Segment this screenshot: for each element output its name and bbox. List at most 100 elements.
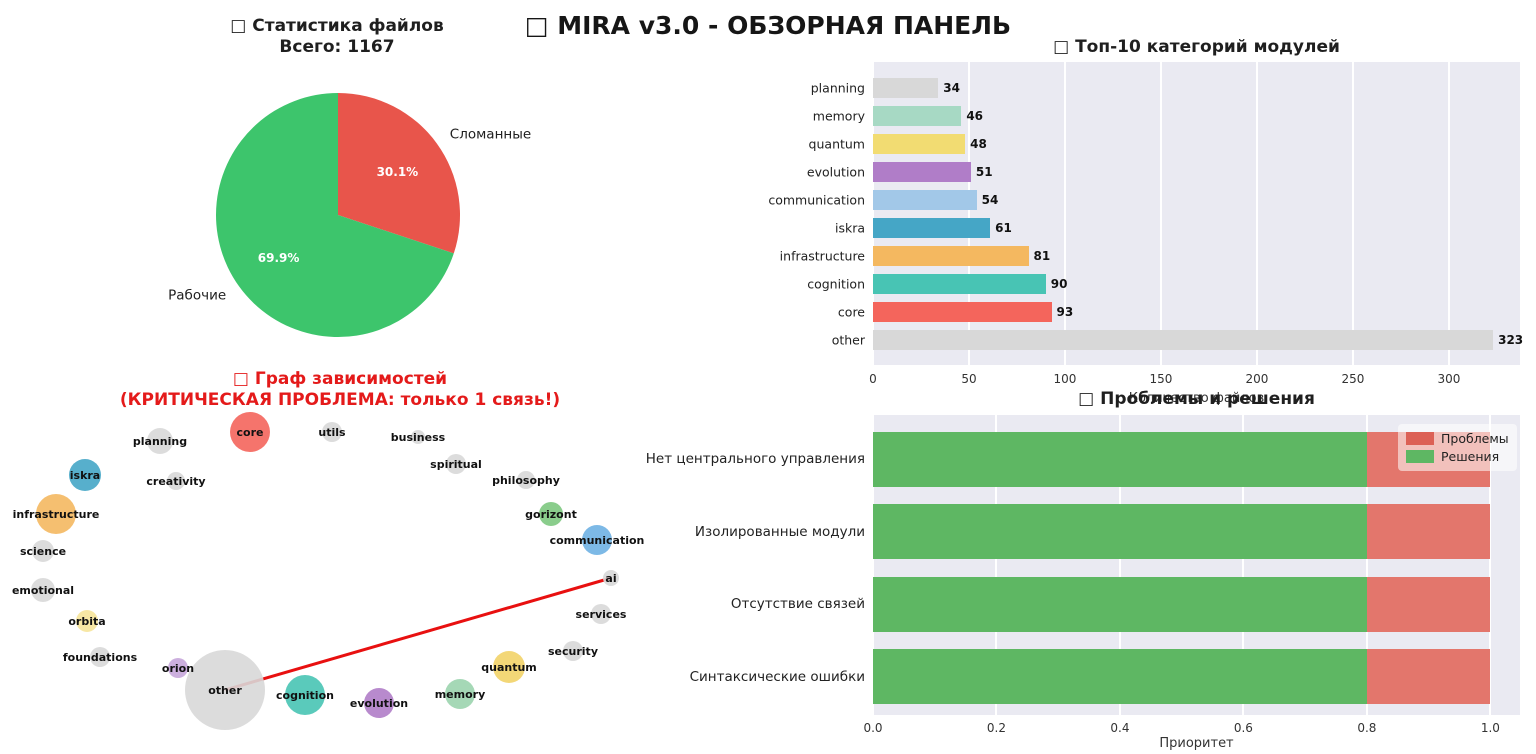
legend-swatch	[1406, 432, 1434, 445]
category-label: core	[837, 304, 865, 320]
graph-node-memory	[445, 679, 475, 709]
graph-node-services	[591, 604, 611, 624]
bar-value-label: 46	[966, 109, 984, 123]
graph-node-label: spiritual	[430, 458, 482, 471]
x-tick-label: 150	[1149, 372, 1173, 386]
bar-chart-title: □ Топ-10 категорий модулей	[1053, 37, 1340, 57]
graph-node-security	[563, 641, 583, 661]
bar-other	[873, 330, 1494, 350]
legend-entry: Проблемы	[1406, 431, 1509, 446]
category-label: evolution	[806, 164, 865, 180]
bar-value-label: 323	[1498, 333, 1524, 347]
legend-label: Проблемы	[1441, 431, 1509, 446]
bar-value-label: 48	[970, 137, 987, 151]
x-tick-label: 0.8	[1357, 721, 1377, 735]
graph-node-label: utils	[318, 426, 346, 439]
bar-value-label: 90	[1050, 277, 1068, 291]
legend-entry: Решения	[1406, 449, 1509, 464]
pie-pct-label: 30.1%	[377, 165, 419, 179]
bar-value-label: 34	[943, 81, 960, 95]
legend-label: Решения	[1441, 449, 1500, 464]
graph-node-label: cognition	[276, 689, 334, 702]
gridline	[1063, 62, 1066, 365]
stacked-bar	[873, 576, 1520, 632]
bar-chart-category-labels: planning memory quantum evolution communicat…	[580, 62, 865, 365]
graph-node-emotional	[31, 578, 55, 602]
category-label: iskra	[834, 220, 865, 236]
graph-node-creativity	[167, 472, 185, 490]
stacked-chart-category-labels: Нет центрального управления Изолированные…	[580, 415, 865, 715]
bar-quantum	[873, 134, 966, 154]
graph-node-evolution	[364, 688, 394, 718]
bar-core	[873, 302, 1052, 322]
graph-node-label: science	[20, 545, 66, 558]
x-tick-label: 0.2	[986, 721, 1007, 735]
graph-node-label: memory	[435, 688, 486, 701]
pie-slice-1	[216, 93, 454, 337]
graph-node-label: philosophy	[492, 474, 560, 487]
category-label: Отсутствие связей	[730, 596, 865, 612]
stacked-chart-xticks: 0.0 0.2 0.4 0.6 0.8 1.0	[863, 721, 1520, 737]
gridline	[872, 415, 874, 715]
bar-infrastructure	[873, 246, 1029, 266]
graph-node-infrastructure	[36, 494, 76, 534]
graph-node-label: gorizont	[525, 508, 577, 521]
x-tick-label: 250	[1341, 372, 1365, 386]
graph-node-other	[185, 650, 265, 730]
gridline	[1489, 415, 1492, 715]
bar-segment-Проблемы	[1366, 504, 1491, 559]
stacked-chart-legend: Проблемы Решения	[1398, 424, 1517, 471]
dependency-graph: core planning utils business spiritual iskra c…	[0, 412, 660, 754]
graph-node-communication	[582, 525, 612, 555]
graph-node-label: evolution	[350, 697, 408, 710]
bar-cognition	[873, 274, 1046, 294]
x-tick-label: 0	[869, 372, 877, 386]
graph-node-label: services	[576, 608, 627, 621]
x-tick-label: 1.0	[1480, 721, 1500, 735]
graph-node-label: creativity	[146, 475, 205, 488]
gridline	[1351, 62, 1354, 365]
stacked-bar	[873, 504, 1520, 559]
bar-planning	[873, 78, 939, 98]
category-label: memory	[812, 108, 865, 124]
x-tick-label: 100	[1053, 372, 1077, 386]
graph-node-label: infrastructure	[13, 508, 100, 521]
gridline	[1159, 62, 1162, 365]
bar-memory	[873, 106, 962, 126]
graph-node-label: security	[548, 645, 598, 658]
graph-node-orbita	[76, 610, 98, 632]
graph-node-label: orion	[162, 662, 194, 675]
x-tick-label: 0.4	[1110, 721, 1130, 735]
bar-segment-Решения	[873, 431, 1367, 487]
category-label: Синтаксические ошибки	[689, 668, 865, 685]
page-title: □ MIRA v3.0 - ОБЗОРНАЯ ПАНЕЛЬ	[524, 11, 1012, 40]
pie-pct-label: 69.9%	[258, 251, 300, 265]
graph-node-utils	[322, 422, 342, 442]
gridline	[1447, 62, 1450, 365]
graph-node-label: communication	[550, 534, 645, 547]
bar-value-label: 61	[995, 221, 1012, 235]
bar-chart-plot: 34 46 48 51 54 61 81 90 93 323	[872, 62, 1524, 365]
graph-node-label: foundations	[63, 651, 138, 664]
bar-iskra	[873, 218, 991, 238]
pie-slice-0	[338, 93, 461, 254]
graph-subtitle: (КРИТИЧЕСКАЯ ПРОБЛЕМА: только 1 связь!)	[119, 390, 561, 410]
bar-evolution	[873, 162, 971, 182]
x-tick-label: 50	[961, 372, 977, 386]
graph-node-label: business	[391, 431, 446, 444]
graph-node-label: core	[237, 426, 264, 439]
graph-node-foundations	[90, 647, 110, 667]
category-label: Изолированные модули	[694, 523, 865, 540]
bar-communication	[873, 190, 977, 210]
gridline	[1242, 415, 1245, 715]
gridline	[1118, 415, 1121, 715]
pie-chart-title: □ Статистика файлов	[230, 16, 444, 36]
stacked-chart-title: □ Проблемы и решения	[1078, 389, 1315, 409]
graph-node-label: quantum	[481, 661, 537, 674]
graph-edge	[224, 576, 612, 692]
legend-swatch	[1406, 450, 1434, 463]
bar-segment-Решения	[873, 504, 1367, 559]
graph-node-quantum	[493, 651, 525, 683]
category-label: other	[831, 332, 865, 348]
